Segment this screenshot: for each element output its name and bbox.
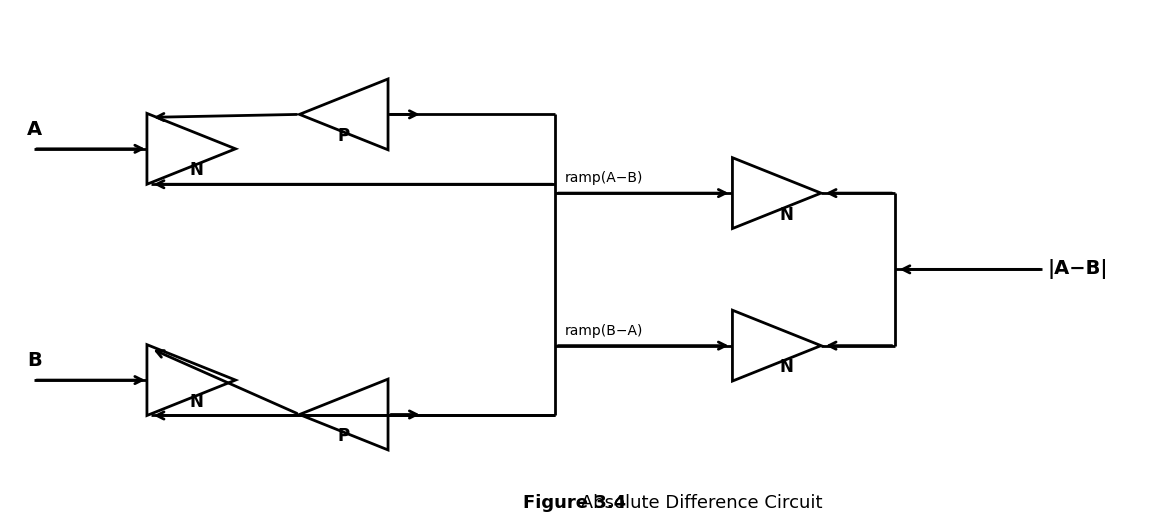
Text: N: N [780, 358, 793, 376]
Text: |A−B|: |A−B| [1048, 259, 1107, 279]
Text: P: P [338, 127, 350, 145]
Text: Figure 3.4: Figure 3.4 [523, 494, 627, 512]
Text: Absolute Difference Circuit: Absolute Difference Circuit [575, 494, 822, 512]
Text: N: N [780, 206, 793, 224]
Text: N: N [190, 393, 204, 411]
Text: ramp(B−A): ramp(B−A) [565, 324, 644, 338]
Text: ramp(A−B): ramp(A−B) [565, 171, 644, 185]
Text: N: N [190, 161, 204, 180]
Text: A: A [26, 120, 43, 139]
Text: B: B [26, 351, 41, 370]
Text: P: P [338, 427, 350, 445]
